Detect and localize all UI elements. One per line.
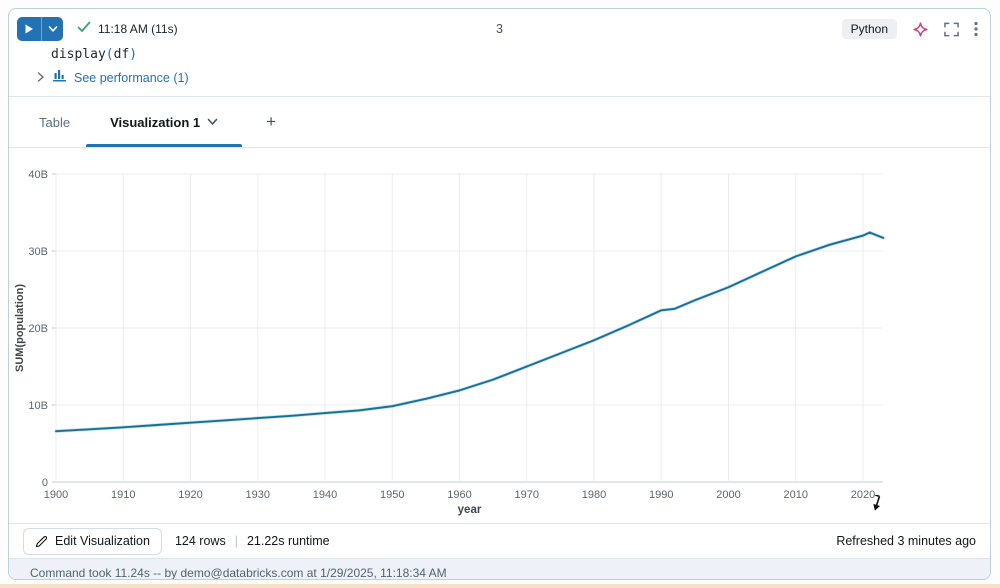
x-tick-label: 2010 <box>784 489 808 501</box>
x-tick-label: 1930 <box>246 489 270 501</box>
x-tick-label: 1910 <box>111 489 135 501</box>
x-tick-label: 1960 <box>447 489 471 501</box>
code-argument: df <box>113 47 130 62</box>
x-tick-label: 1900 <box>44 489 68 501</box>
bottom-strip <box>0 584 1000 588</box>
success-check-icon <box>77 20 91 38</box>
bar-chart-icon <box>52 69 67 87</box>
y-tick-label: 20B <box>28 323 48 335</box>
run-cell-button[interactable] <box>17 17 63 41</box>
x-tick-label: 1950 <box>380 489 404 501</box>
pencil-icon <box>35 535 48 547</box>
last-run-time: 11:18 AM (11s) <box>98 22 178 36</box>
plot-line-halo <box>54 230 885 433</box>
edit-visualization-label: Edit Visualization <box>55 534 150 548</box>
play-icon[interactable] <box>17 17 41 41</box>
y-tick-label: 30B <box>28 246 48 258</box>
tab-visualization-1[interactable]: Visualization 1 <box>86 97 243 147</box>
tab-visualization-1-label: Visualization 1 <box>110 114 201 130</box>
tab-table[interactable]: Table <box>39 114 71 130</box>
refreshed-status: Refreshed 3 minutes ago <box>836 534 976 548</box>
x-tick-label: 1990 <box>649 489 673 501</box>
x-tick-label: 1920 <box>178 489 202 501</box>
y-tick-label: 40B <box>28 169 48 181</box>
chevron-down-icon[interactable] <box>207 118 218 126</box>
language-selector[interactable]: Python <box>841 19 897 39</box>
x-axis-title: year <box>458 504 482 516</box>
code-editor[interactable]: display(df) <box>9 43 990 64</box>
stats-divider: | <box>234 534 238 548</box>
cell-menu-kebab-icon[interactable] <box>974 21 978 37</box>
notebook-cell: 11:18 AM (11s) 3 Python <box>8 8 991 580</box>
row-count: 124 rows <box>174 534 226 548</box>
add-visualization-button[interactable]: + <box>266 112 277 131</box>
fullscreen-icon[interactable] <box>944 22 959 37</box>
result-bottom-bar: Edit Visualization 124 rows | 21.22s run… <box>9 523 990 558</box>
result-tabs: Table Visualization 1 + <box>9 97 990 147</box>
code-function: display <box>51 47 106 62</box>
x-tick-label: 2000 <box>716 489 740 501</box>
command-status-line: Command took 11.24s -- by demo@databrick… <box>9 558 990 579</box>
x-tick-label: 1940 <box>313 489 337 501</box>
see-performance-link[interactable]: See performance (1) <box>74 71 189 85</box>
x-tick-label: 2020 <box>851 489 875 501</box>
chevron-right-icon[interactable] <box>36 69 45 87</box>
cell-header: 11:18 AM (11s) 3 Python <box>9 9 990 43</box>
divider <box>9 147 990 148</box>
y-tick-label: 0 <box>42 477 48 489</box>
divider <box>9 96 990 97</box>
x-tick-label: 1970 <box>515 489 539 501</box>
x-tick-label: 1980 <box>582 489 606 501</box>
edit-visualization-button[interactable]: Edit Visualization <box>23 527 162 555</box>
chart-area: 0 10B 20B 30B 40B 1900 1910 1920 1930 1940 1950 196… <box>9 148 990 523</box>
chart-canvas[interactable]: 0 10B 20B 30B 40B 1900 1910 1920 1930 1940 1950 196… <box>9 148 990 523</box>
cell-number: 3 <box>496 22 503 36</box>
plot-line <box>55 231 885 433</box>
assistant-sparkle-icon[interactable] <box>912 21 929 38</box>
code-paren-close: ) <box>129 47 138 62</box>
result-stats: 124 rows | 21.22s runtime <box>175 534 330 548</box>
code-paren-open: ( <box>105 47 114 62</box>
y-axis-title: SUM(population) <box>14 284 26 372</box>
performance-row: See performance (1) <box>9 64 990 96</box>
runtime: 21.22s runtime <box>246 534 330 548</box>
run-options-chevron-down-icon[interactable] <box>41 17 63 41</box>
y-tick-label: 10B <box>28 400 48 412</box>
